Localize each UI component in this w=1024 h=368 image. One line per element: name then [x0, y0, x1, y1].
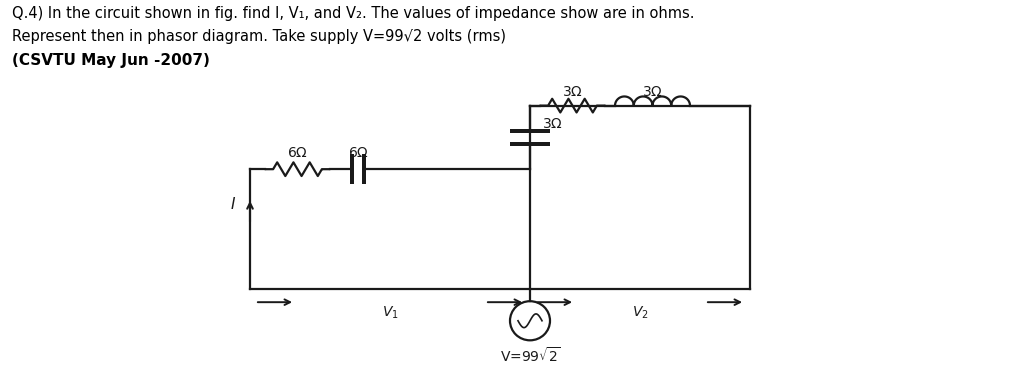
Text: Q.4) In the circuit shown in fig. find I, V₁, and V₂. The values of impedance sh: Q.4) In the circuit shown in fig. find I…	[12, 6, 694, 21]
Text: $V_1$: $V_1$	[382, 304, 398, 321]
Text: 3$\Omega$: 3$\Omega$	[542, 117, 563, 131]
Text: Represent then in phasor diagram. Take supply V=99√2 volts (rms): Represent then in phasor diagram. Take s…	[12, 29, 506, 44]
Text: 6$\Omega$: 6$\Omega$	[347, 146, 369, 160]
Text: 3$\Omega$: 3$\Omega$	[642, 85, 663, 99]
Text: V=99$\sqrt{2}$: V=99$\sqrt{2}$	[500, 346, 560, 365]
Text: I: I	[230, 197, 234, 212]
Text: $V_2$: $V_2$	[632, 304, 648, 321]
Text: (CSVTU May Jun -2007): (CSVTU May Jun -2007)	[12, 53, 210, 68]
Text: 3$\Omega$: 3$\Omega$	[562, 85, 583, 99]
Text: 6$\Omega$: 6$\Omega$	[287, 146, 308, 160]
